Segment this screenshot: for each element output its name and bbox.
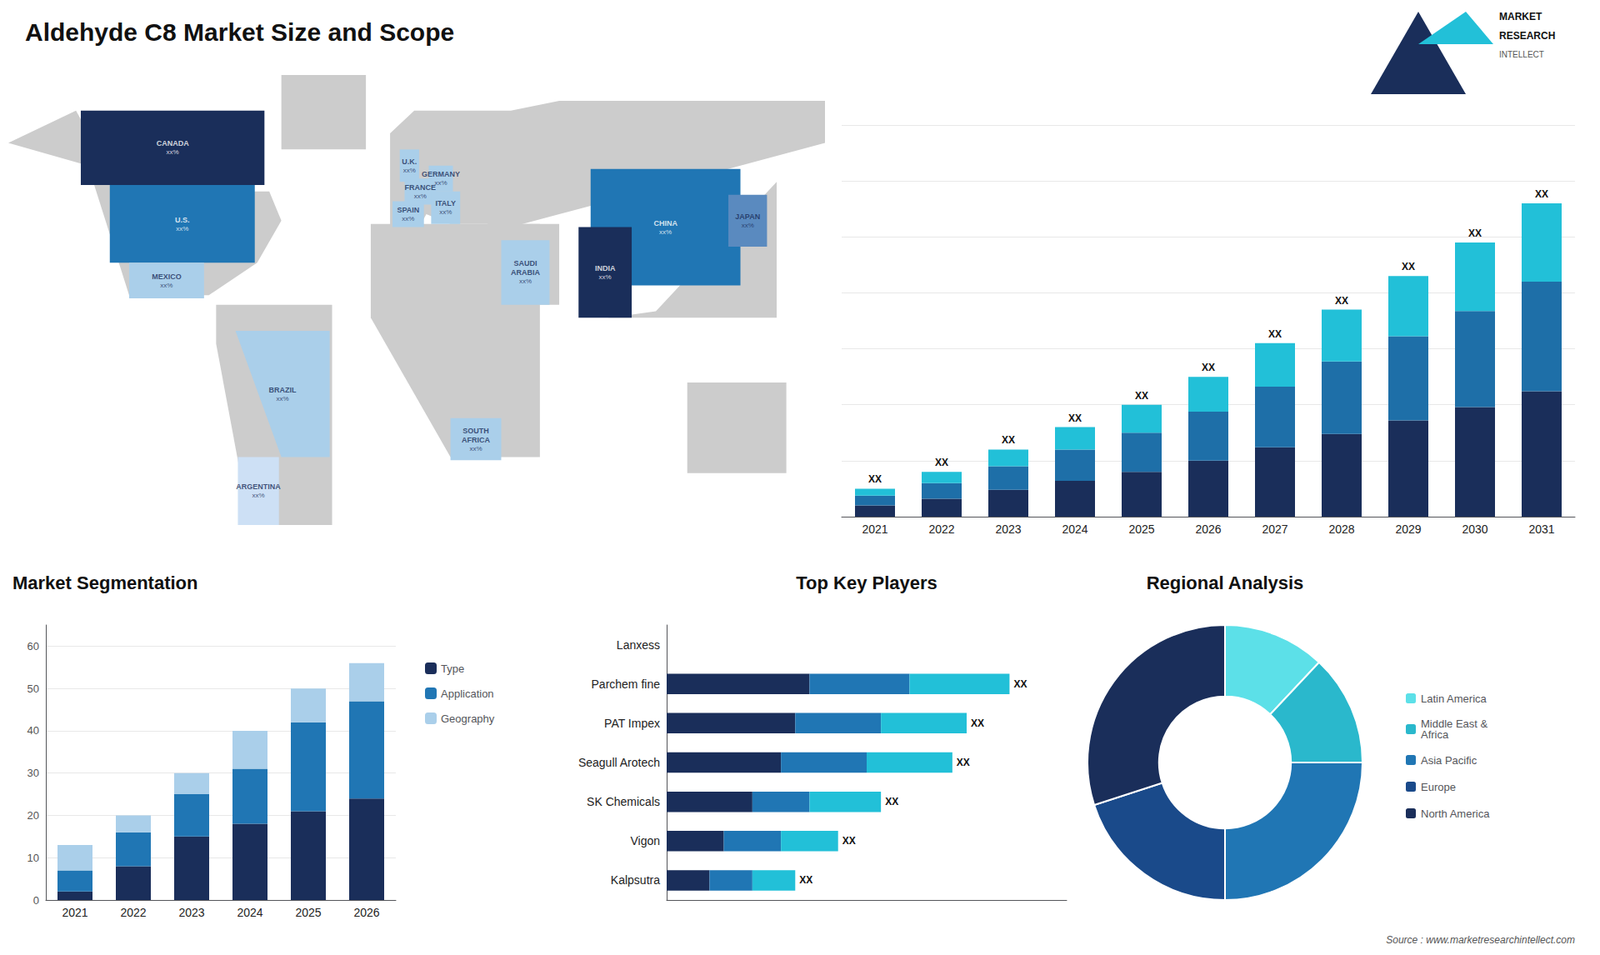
svg-text:SAUDI: SAUDI <box>513 259 537 268</box>
svg-text:Type: Type <box>440 662 465 675</box>
svg-text:2024: 2024 <box>1061 522 1088 536</box>
svg-text:20: 20 <box>27 809 40 822</box>
svg-text:INTELLECT: INTELLECT <box>1499 50 1545 60</box>
svg-text:Middle East &: Middle East & <box>1420 717 1488 730</box>
svg-text:ITALY: ITALY <box>435 199 457 208</box>
svg-text:INDIA: INDIA <box>595 264 616 273</box>
svg-text:Asia Pacific: Asia Pacific <box>1420 754 1478 767</box>
svg-text:xx%: xx% <box>160 281 173 290</box>
svg-text:Application: Application <box>440 687 495 700</box>
svg-text:xx%: xx% <box>469 445 482 453</box>
svg-text:XX: XX <box>956 756 970 769</box>
svg-text:MARKET: MARKET <box>1499 10 1543 23</box>
svg-text:2022: 2022 <box>928 522 955 536</box>
svg-text:30: 30 <box>27 766 40 780</box>
svg-text:XX: XX <box>842 835 856 847</box>
svg-text:xx%: xx% <box>659 228 672 236</box>
svg-text:SK Chemicals: SK Chemicals <box>586 795 660 809</box>
svg-text:XX: XX <box>1013 678 1027 690</box>
svg-text:xx%: xx% <box>276 395 290 403</box>
svg-text:ARGENTINA: ARGENTINA <box>235 482 281 491</box>
svg-text:CANADA: CANADA <box>156 139 190 148</box>
svg-text:xx%: xx% <box>401 215 415 223</box>
svg-text:xx%: xx% <box>439 208 452 216</box>
svg-text:XX: XX <box>1068 412 1082 425</box>
svg-text:2022: 2022 <box>120 905 146 920</box>
svg-text:North America: North America <box>1420 807 1490 820</box>
svg-text:Aldehyde C8 Market Size and Sc: Aldehyde C8 Market Size and Scope <box>25 18 455 46</box>
svg-text:ARABIA: ARABIA <box>510 268 540 277</box>
svg-text:Top Key Players: Top Key Players <box>795 572 938 594</box>
svg-text:Seagull Arotech: Seagull Arotech <box>578 755 660 770</box>
svg-text:2023: 2023 <box>995 522 1021 536</box>
svg-text:xx%: xx% <box>403 166 416 175</box>
svg-text:2028: 2028 <box>1328 522 1355 536</box>
svg-text:XX: XX <box>1135 390 1149 402</box>
svg-text:2025: 2025 <box>295 905 321 920</box>
svg-text:XX: XX <box>1535 188 1549 200</box>
svg-text:2025: 2025 <box>1128 522 1155 536</box>
svg-text:SPAIN: SPAIN <box>396 205 420 215</box>
svg-text:XX: XX <box>799 874 813 886</box>
svg-text:2027: 2027 <box>1261 522 1288 536</box>
svg-text:2026: 2026 <box>353 905 380 920</box>
svg-text:XX: XX <box>1268 328 1282 340</box>
svg-text:CHINA: CHINA <box>653 219 678 228</box>
svg-text:XX: XX <box>970 717 985 730</box>
svg-text:FRANCE: FRANCE <box>405 183 437 192</box>
svg-text:XX: XX <box>1001 434 1015 446</box>
svg-text:Market Segmentation: Market Segmentation <box>12 572 199 594</box>
svg-text:XX: XX <box>1335 295 1349 307</box>
svg-text:SOUTH: SOUTH <box>462 426 490 435</box>
svg-text:Latin America: Latin America <box>1420 692 1488 705</box>
svg-text:2031: 2031 <box>1528 522 1555 536</box>
svg-text:Geography: Geography <box>440 712 495 725</box>
svg-text:Lanxess: Lanxess <box>616 638 660 652</box>
svg-text:2024: 2024 <box>236 905 263 920</box>
svg-text:XX: XX <box>935 456 949 469</box>
svg-text:XX: XX <box>1468 227 1482 240</box>
svg-text:XX: XX <box>885 795 899 808</box>
svg-text:0: 0 <box>33 894 40 907</box>
svg-text:Kalpsutra: Kalpsutra <box>610 873 660 887</box>
svg-text:JAPAN: JAPAN <box>735 212 760 221</box>
svg-text:50: 50 <box>27 682 40 695</box>
svg-text:40: 40 <box>27 724 40 737</box>
svg-text:xx%: xx% <box>252 491 265 500</box>
svg-text:60: 60 <box>27 640 40 653</box>
svg-text:2021: 2021 <box>861 522 888 536</box>
svg-text:Europe: Europe <box>1420 780 1456 794</box>
svg-text:Africa: Africa <box>1420 728 1450 741</box>
svg-text:2026: 2026 <box>1195 522 1221 536</box>
svg-text:2030: 2030 <box>1461 522 1488 536</box>
svg-text:2021: 2021 <box>61 905 88 920</box>
svg-text:2029: 2029 <box>1395 522 1421 536</box>
svg-text:Parchem fine: Parchem fine <box>591 677 661 691</box>
svg-text:xx%: xx% <box>519 277 532 285</box>
svg-text:U.K.: U.K. <box>401 157 417 166</box>
svg-text:Source : www.marketresearchint: Source : www.marketresearchintellect.com <box>1385 934 1575 946</box>
svg-text:Regional Analysis: Regional Analysis <box>1146 572 1305 594</box>
svg-text:BRAZIL: BRAZIL <box>269 385 297 395</box>
svg-text:xx%: xx% <box>175 225 189 233</box>
svg-text:xx%: xx% <box>414 192 427 200</box>
svg-text:MEXICO: MEXICO <box>151 272 182 281</box>
svg-text:PAT Impex: PAT Impex <box>604 716 660 730</box>
svg-text:xx%: xx% <box>166 148 180 156</box>
svg-text:XX: XX <box>868 473 882 485</box>
svg-text:xx%: xx% <box>599 273 612 281</box>
svg-text:XX: XX <box>1201 361 1215 374</box>
svg-text:RESEARCH: RESEARCH <box>1499 30 1555 42</box>
svg-text:2023: 2023 <box>178 905 205 920</box>
svg-text:AFRICA: AFRICA <box>461 435 490 445</box>
svg-text:GERMANY: GERMANY <box>421 170 460 179</box>
svg-text:U.S.: U.S. <box>175 215 190 225</box>
svg-text:xx%: xx% <box>434 179 447 187</box>
svg-text:10: 10 <box>27 851 40 865</box>
svg-text:XX: XX <box>1401 260 1415 273</box>
svg-text:Vigon: Vigon <box>630 834 660 848</box>
svg-text:xx%: xx% <box>741 221 755 230</box>
